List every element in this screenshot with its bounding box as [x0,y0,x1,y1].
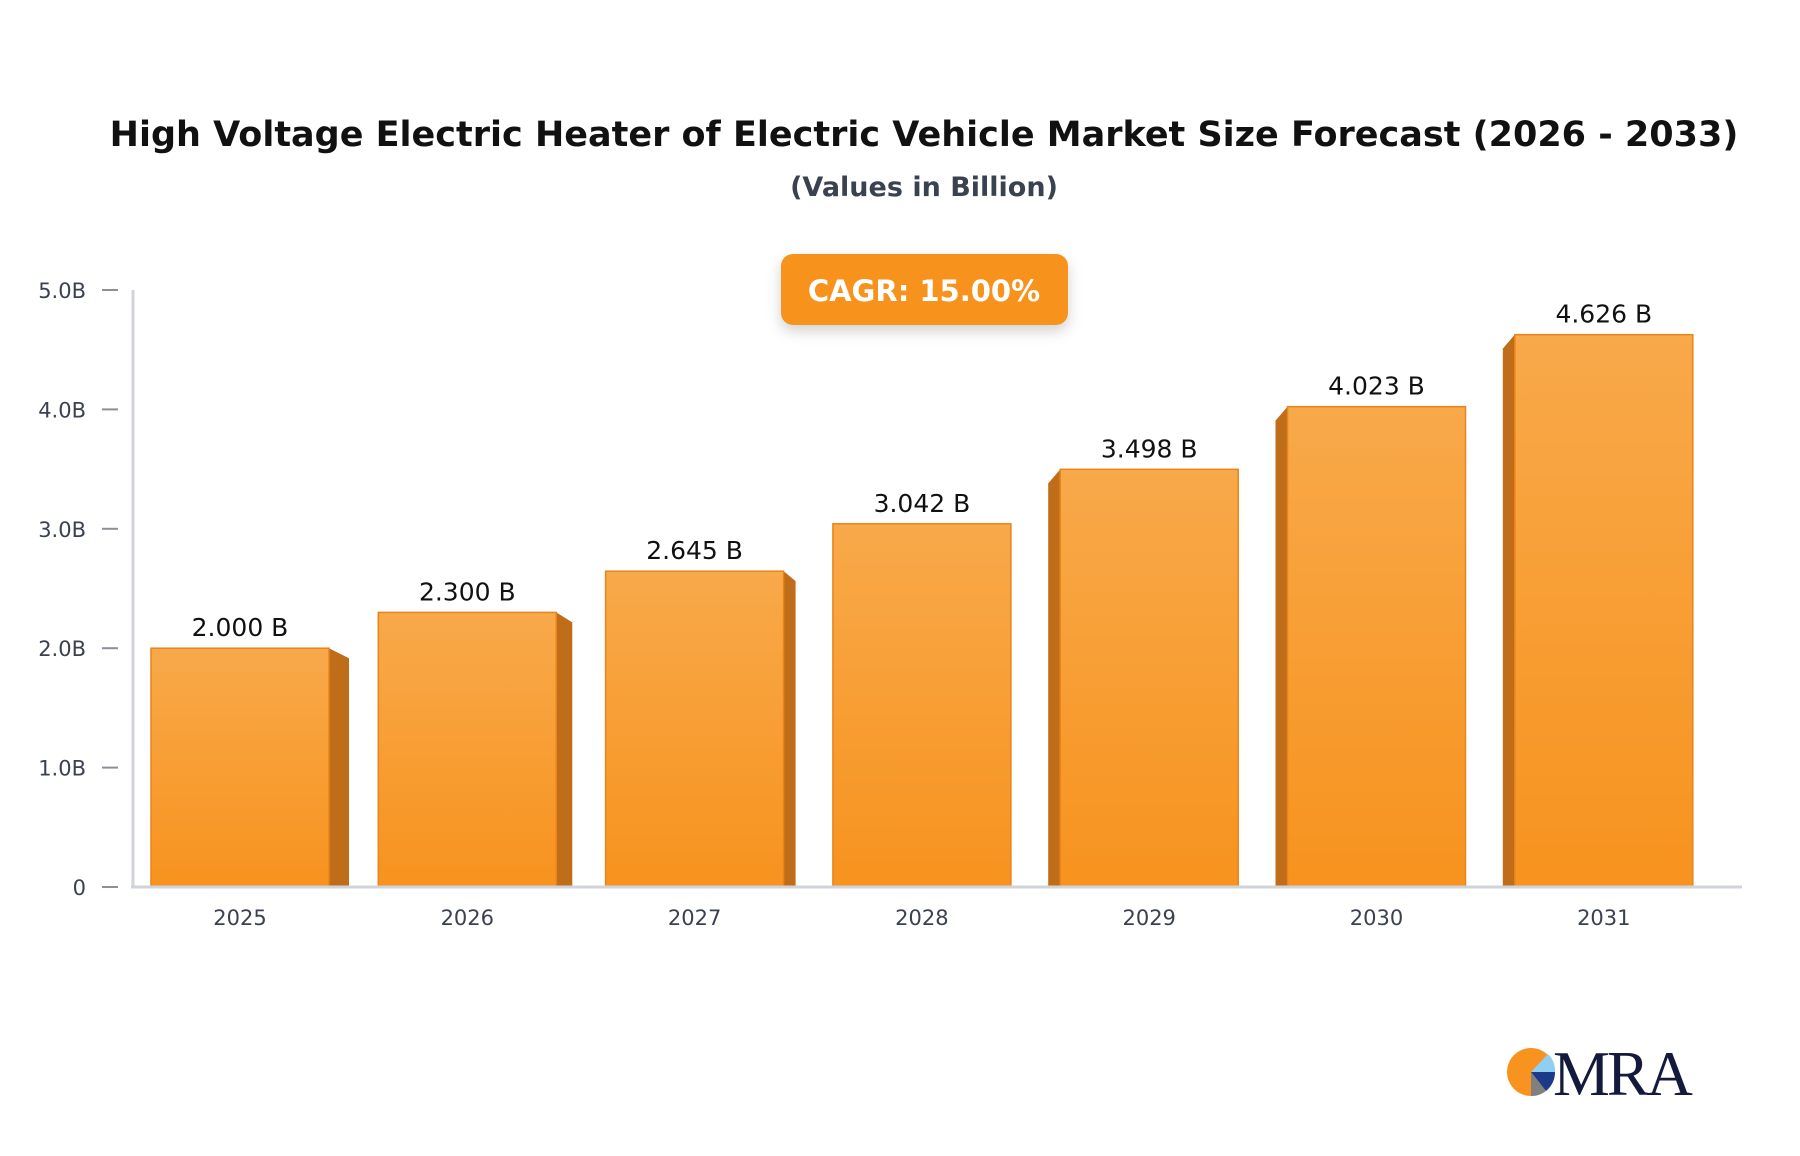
data-label: 4.023 B [1328,372,1425,401]
bar-2028: 3.042 B [832,489,1012,888]
x-tick-label: 2026 [441,906,494,930]
x-tick-label: 2028 [895,906,948,930]
data-label: 2.000 B [192,613,289,642]
bar-face [1286,405,1467,888]
data-label: 4.626 B [1555,300,1652,329]
bar-side [1502,334,1515,887]
bar-2026: 2.300 B [377,577,573,888]
bar-face [377,611,558,888]
bar-side [1048,469,1061,887]
bar-2025: 2.000 B [150,613,349,888]
y-tick-label: 1.0B [38,757,86,781]
bar-face [150,647,330,888]
data-label: 3.498 B [1101,434,1198,463]
y-tick-label: 5.0B [38,279,86,303]
bar-face [832,523,1012,888]
y-tick-label: 0 [73,876,86,900]
x-tick-label: 2025 [213,906,266,930]
chart-subtitle: (Values in Billion) [790,172,1058,203]
x-tick-label: 2029 [1122,906,1175,930]
data-label: 2.645 B [646,536,743,565]
cagr-badge: CAGR: 15.00% [781,254,1068,325]
data-label: 2.300 B [419,577,516,606]
y-axis: 0 1.0B 2.0B 3.0B 4.0B 5.0B [38,279,118,900]
bar-face [1514,333,1694,888]
bar-2027: 2.645 B [604,536,796,888]
bar-2030: 4.023 B [1275,372,1467,888]
bar-face [1059,468,1239,888]
mra-logo: MRA [1507,1038,1696,1109]
data-label: 3.042 B [874,489,971,518]
y-tick-label: 4.0B [38,398,86,422]
y-tick-label: 3.0B [38,518,86,542]
bars: 2.000 B 2.300 B 2.645 B 3.042 B 3.498 B 4.023… [150,300,1694,888]
bar-side [329,648,349,887]
bar-side [1275,406,1288,887]
bar-side [783,571,796,887]
x-tick-label: 2031 [1577,906,1630,930]
y-tick-label: 2.0B [38,637,86,661]
bar-side [556,612,573,887]
bar-2029: 3.498 B [1048,434,1239,888]
x-tick-label: 2027 [668,906,721,930]
bar-2031: 4.626 B [1502,300,1694,888]
bar-face [604,570,785,888]
x-tick-label: 2030 [1350,906,1403,930]
chart-title: High Voltage Electric Heater of Electric… [110,115,1739,155]
cagr-label: CAGR: 15.00% [808,274,1040,308]
x-axis: 2025 2026 2027 2028 2029 2030 2031 [213,906,1630,930]
logo-text: MRA [1553,1038,1693,1109]
